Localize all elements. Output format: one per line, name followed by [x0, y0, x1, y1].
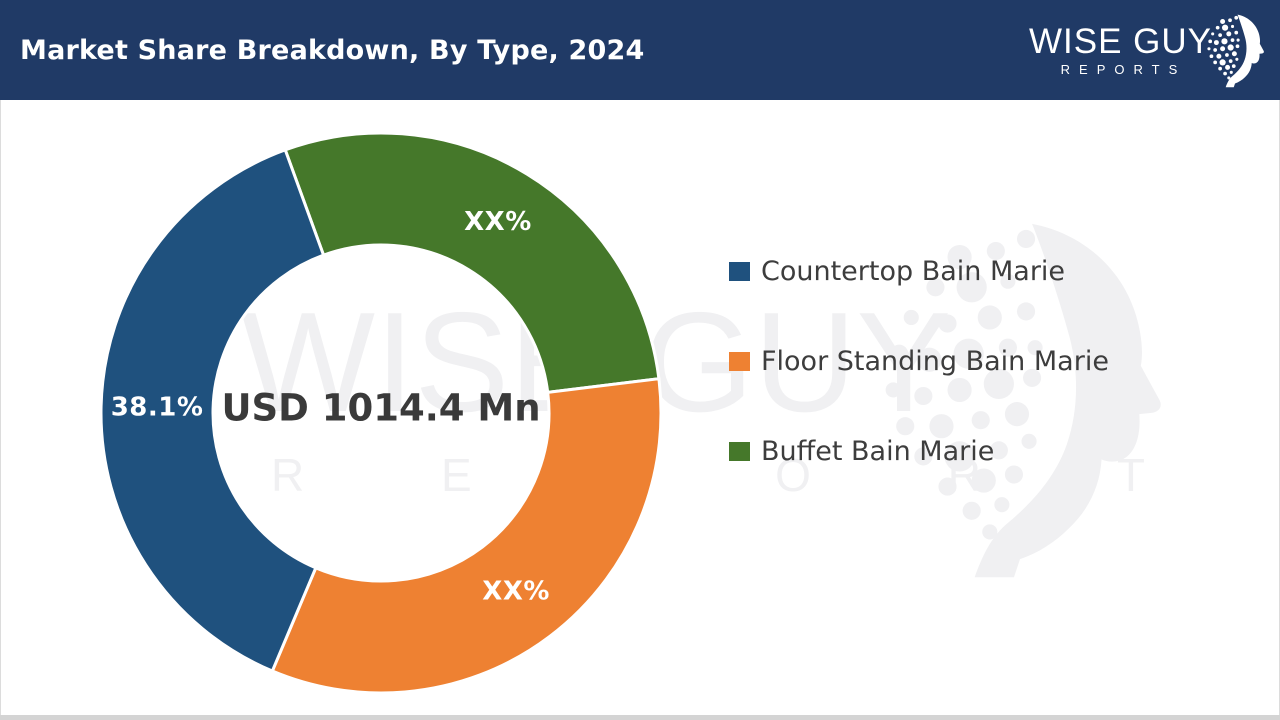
legend-item-countertop: Countertop Bain Marie [729, 255, 1109, 287]
legend-item-buffet: Buffet Bain Marie [729, 435, 1109, 467]
header-bar: Market Share Breakdown, By Type, 2024 WI… [0, 0, 1280, 100]
legend-label: Floor Standing Bain Marie [761, 345, 1109, 377]
slice-label-floor-standing-bain-marie: XX% [482, 577, 550, 607]
slice-label-countertop-bain-marie: 38.1% [111, 392, 204, 422]
brand-logo: WISE GUY REPORTS [1029, 10, 1280, 90]
donut-slice-countertop-bain-marie [99, 148, 326, 673]
page-title: Market Share Breakdown, By Type, 2024 [20, 34, 645, 66]
brand-logo-text: WISE GUY REPORTS [1029, 24, 1212, 77]
donut-chart: XX% XX% 38.1% [99, 131, 663, 695]
donut-center-value: USD 1014.4 Mn [221, 386, 541, 430]
footer-strip [0, 715, 1280, 720]
legend-swatch-buffet [729, 441, 750, 461]
legend: Countertop Bain Marie Floor Standing Bai… [729, 256, 1109, 526]
donut-slice-buffet-bain-marie [283, 131, 661, 394]
slice-label-buffet-bain-marie: XX% [464, 207, 532, 237]
legend-label: Buffet Bain Marie [761, 435, 995, 467]
legend-label: Countertop Bain Marie [761, 255, 1066, 287]
chart-area: WISE GUY R E P O R T S XX% XX% 38.1% USD 1… [0, 100, 1280, 715]
watermark-face-icon [885, 223, 1161, 578]
legend-item-floor-standing: Floor Standing Bain Marie [729, 345, 1109, 377]
donut-slice-floor-standing-bain-marie [270, 377, 663, 695]
brand-subtitle: REPORTS [1060, 61, 1187, 77]
legend-swatch-countertop [729, 261, 750, 281]
wise-guy-face-icon [1207, 14, 1264, 88]
brand-name: WISE GUY [1028, 21, 1212, 61]
legend-swatch-floor-standing [729, 351, 750, 371]
